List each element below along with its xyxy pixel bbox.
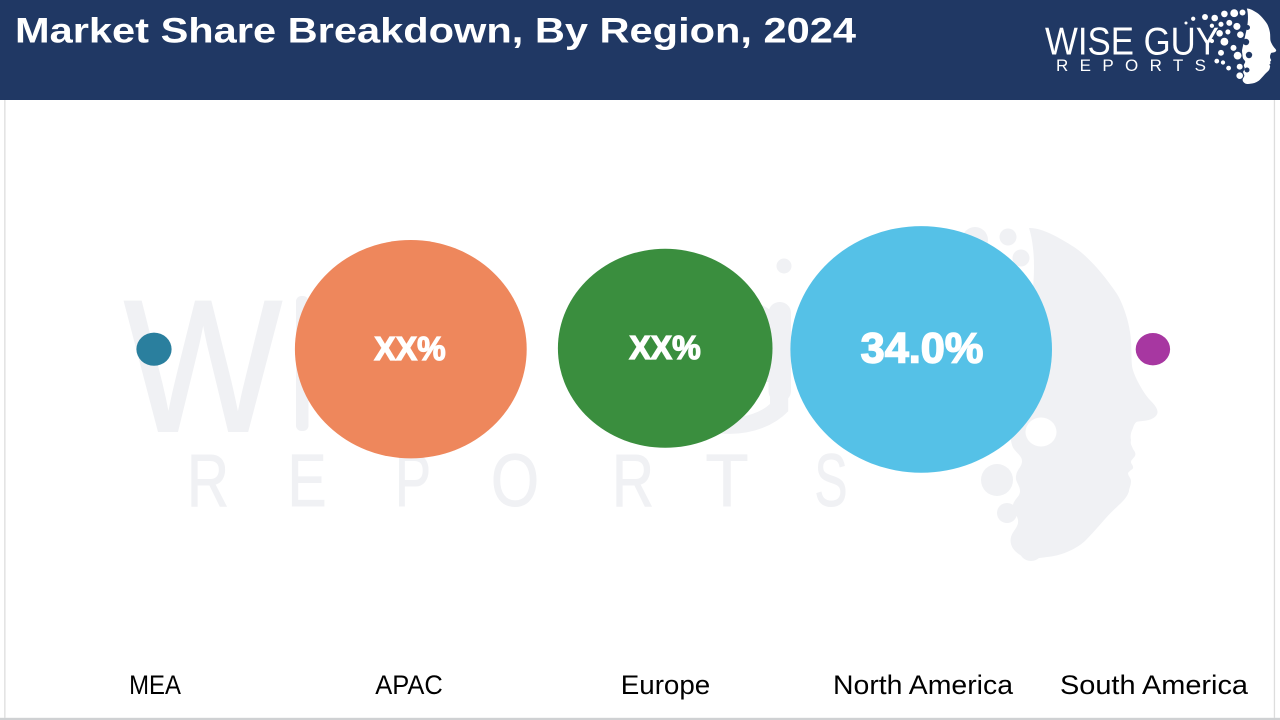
svg-text:Market Share Breakdown, By Reg: Market Share Breakdown, By Region, 2024 (15, 12, 857, 51)
svg-text:XX%: XX% (629, 330, 701, 367)
svg-text:W: W (124, 261, 282, 471)
svg-text:T: T (706, 439, 749, 522)
svg-text:Europe: Europe (621, 670, 711, 700)
svg-text:South America: South America (1060, 670, 1249, 700)
svg-text:O: O (491, 439, 539, 522)
svg-text:North America: North America (833, 670, 1014, 700)
svg-text:34.0%: 34.0% (861, 325, 984, 373)
svg-text:WISE GUY: WISE GUY (1045, 21, 1219, 64)
svg-text:S: S (815, 439, 848, 522)
svg-text:XX%: XX% (374, 331, 445, 368)
svg-text:E: E (288, 439, 327, 522)
svg-text:MEA: MEA (129, 670, 181, 700)
svg-text:R: R (612, 439, 654, 522)
svg-text:R: R (187, 439, 229, 522)
svg-text:APAC: APAC (375, 670, 443, 700)
